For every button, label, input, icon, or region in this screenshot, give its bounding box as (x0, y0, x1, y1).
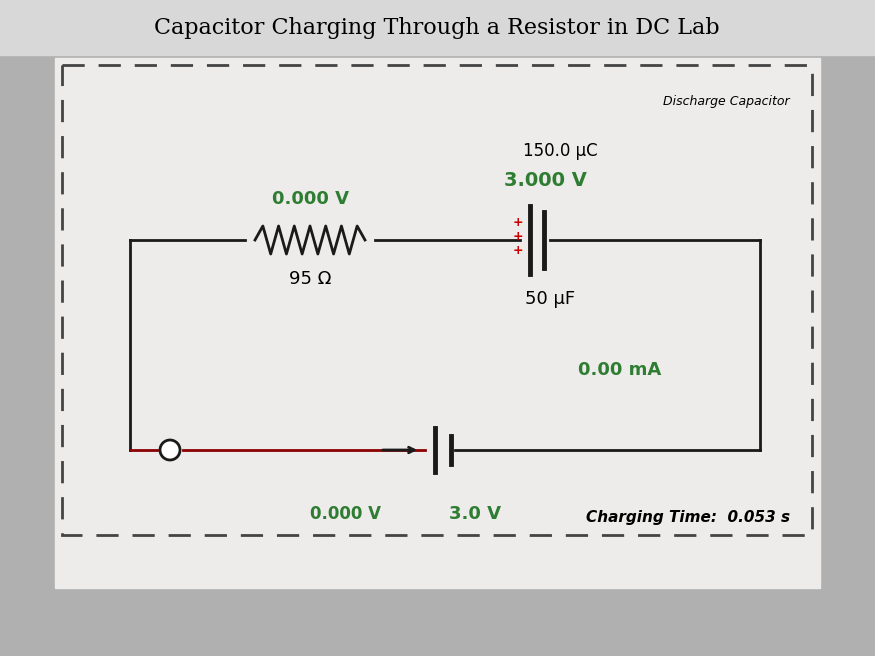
Text: 150.0 μC: 150.0 μC (522, 142, 598, 160)
Text: Capacitor Charging Through a Resistor in DC Lab: Capacitor Charging Through a Resistor in… (154, 17, 720, 39)
Text: Charging Time:  0.053 s: Charging Time: 0.053 s (586, 510, 790, 525)
Text: 3.000 V: 3.000 V (504, 171, 586, 190)
Text: +: + (513, 230, 523, 243)
Text: 3.0 V: 3.0 V (449, 505, 501, 523)
Bar (0, 0, 875, 55)
Text: 95 Ω: 95 Ω (289, 270, 331, 288)
Bar (55, 58, 820, 588)
Text: 0.00 mA: 0.00 mA (578, 361, 662, 379)
Text: +: + (513, 216, 523, 228)
Text: +: + (513, 243, 523, 256)
Text: 0.000 V: 0.000 V (310, 505, 381, 523)
Circle shape (160, 440, 180, 460)
Text: 0.000 V: 0.000 V (271, 190, 348, 208)
Text: Discharge Capacitor: Discharge Capacitor (663, 95, 790, 108)
Text: 50 μF: 50 μF (525, 290, 575, 308)
